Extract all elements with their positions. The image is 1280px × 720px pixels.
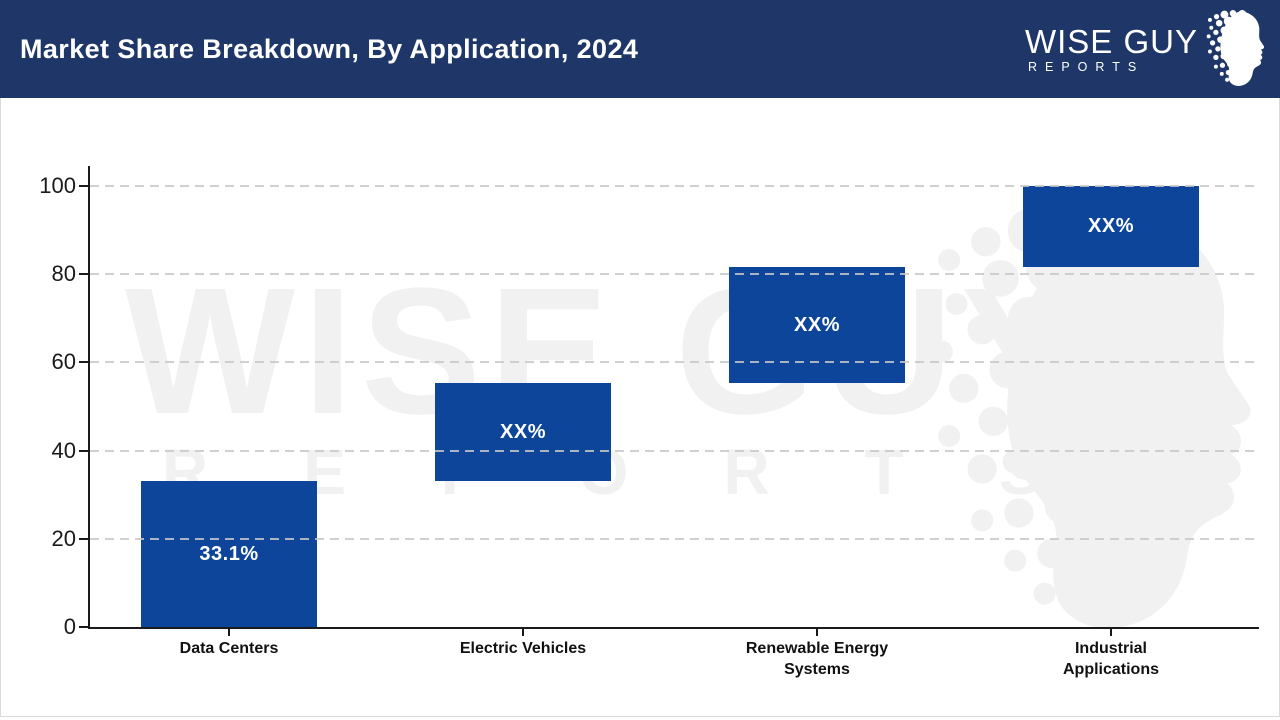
bar-industrial-applications: XX%	[1023, 186, 1199, 268]
y-tick-0	[79, 626, 88, 628]
y-tick-label: 20	[51, 525, 76, 551]
y-tick-label: 0	[63, 614, 76, 639]
x-tick-data-centers	[228, 629, 230, 636]
bar-electric-vehicles: XX%	[435, 383, 611, 482]
logo-reports: REPORTS	[1027, 59, 1145, 74]
page-title: Market Share Breakdown, By Application, …	[20, 33, 639, 64]
bar-value-label: XX%	[794, 313, 840, 336]
gridline-20	[90, 537, 1256, 540]
x-tick-industrial-applications	[1110, 629, 1112, 636]
x-axis-category-label: Data Centers	[179, 640, 279, 657]
y-axis	[88, 166, 90, 629]
gridline-100	[90, 185, 1256, 187]
logo: WISE GUY REPORTS	[1025, 6, 1266, 92]
y-tick-60	[79, 361, 88, 364]
gridline-60	[90, 361, 1256, 364]
y-tick-label: 80	[51, 261, 76, 287]
bar-value-label: 33.1%	[199, 542, 259, 565]
plot-area: 0 20 40 60 80 100 33.1% Data Centers XX% Electric…	[0, 98, 1280, 720]
y-tick-20	[79, 537, 88, 540]
gridline-80	[90, 273, 1256, 276]
logo-head-icon	[1206, 9, 1265, 86]
y-tick-label: 40	[51, 437, 76, 463]
gridline-40	[90, 449, 1256, 452]
y-tick-40	[79, 449, 88, 452]
x-axis-category-label: Electric Vehicles	[459, 640, 587, 657]
x-axis-category-label: Industrial Applications	[1062, 640, 1159, 678]
bar-data-centers: 33.1%	[141, 481, 317, 627]
header-bar: Market Share Breakdown, By Application, …	[0, 0, 1280, 98]
bar-renewable-energy-systems: XX%	[729, 267, 905, 384]
x-tick-renewable-energy-systems	[816, 629, 818, 636]
page-border-bottom	[0, 716, 1280, 717]
y-tick-80	[79, 273, 88, 276]
bar-value-label: XX%	[500, 420, 546, 443]
x-axis-category-label: Renewable Energy Systems	[745, 640, 889, 678]
y-tick-label: 60	[51, 349, 76, 375]
x-axis	[88, 627, 1259, 629]
page-border-left	[0, 98, 1, 717]
logo-wordmark: WISE GUY	[1024, 22, 1198, 60]
bar-value-label: XX%	[1088, 215, 1134, 238]
y-tick-label: 100	[39, 173, 76, 198]
x-tick-electric-vehicles	[522, 629, 524, 636]
y-tick-100	[79, 185, 88, 187]
